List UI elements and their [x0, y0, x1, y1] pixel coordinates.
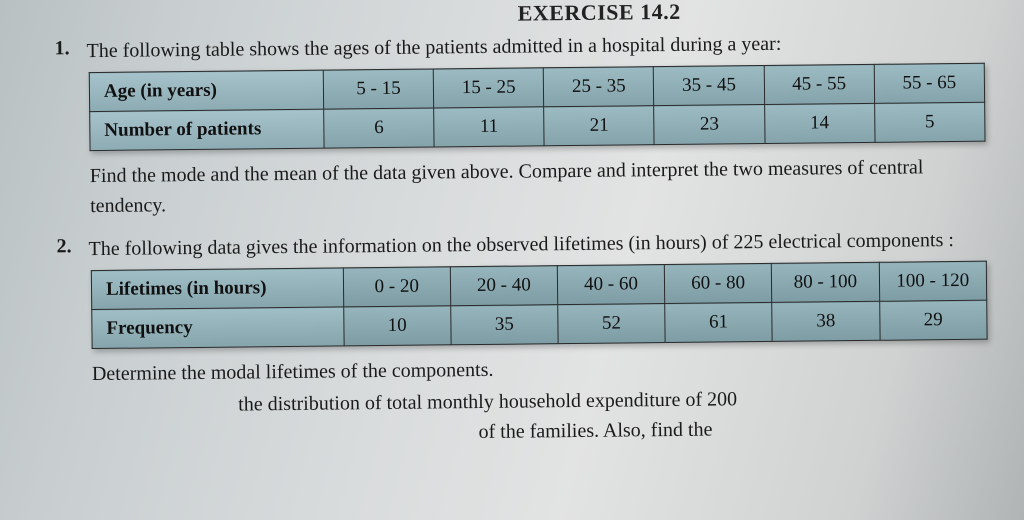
q2-intro: The following data gives the information… — [88, 226, 954, 264]
cell: 38 — [772, 301, 880, 341]
cell: 23 — [654, 105, 765, 145]
exercise-heading: EXERCISE 14.2 — [214, 0, 984, 30]
cell: 21 — [544, 106, 655, 146]
cell: 6 — [324, 108, 435, 148]
row-label: Frequency — [92, 307, 344, 349]
cell: 40 - 60 — [557, 265, 665, 305]
q1-table: Age (in years) 5 - 15 15 - 25 25 - 35 35… — [89, 63, 986, 151]
row-label: Lifetimes (in hours) — [91, 268, 343, 310]
page-scan: EXERCISE 14.2 1. The following table sho… — [0, 0, 1024, 452]
cell: 11 — [434, 107, 545, 147]
cell: 61 — [665, 302, 773, 342]
cell: 35 — [451, 305, 559, 345]
cell: 60 - 80 — [664, 263, 772, 303]
cutoff-line-2: of the families. Also, find the — [478, 412, 988, 447]
cell: 20 - 40 — [450, 266, 558, 306]
cell: 5 — [874, 102, 985, 142]
question-2: 2. The following data gives the informat… — [56, 226, 986, 265]
cell: 45 - 55 — [764, 64, 875, 104]
row-label: Age (in years) — [89, 70, 323, 111]
cell: 100 - 120 — [879, 261, 987, 301]
q1-number: 1. — [54, 37, 76, 66]
cell: 25 - 35 — [544, 67, 655, 107]
cell: 14 — [764, 103, 875, 143]
table-row: Number of patients 6 11 21 23 14 5 — [90, 102, 985, 150]
cell: 80 - 100 — [772, 262, 880, 302]
cell: 52 — [558, 304, 666, 344]
cell: 55 - 65 — [874, 63, 985, 103]
cell: 29 — [879, 300, 987, 340]
q2-table: Lifetimes (in hours) 0 - 20 20 - 40 40 -… — [91, 261, 988, 349]
table-row: Frequency 10 35 52 61 38 29 — [92, 300, 987, 348]
q2-number: 2. — [56, 235, 78, 264]
cell: 35 - 45 — [654, 66, 765, 106]
cell: 10 — [343, 306, 451, 346]
cell: 0 - 20 — [343, 267, 451, 307]
question-1: 1. The following table shows the ages of… — [54, 28, 984, 67]
q1-intro: The following table shows the ages of th… — [86, 30, 781, 66]
q1-instruction: Find the mode and the mean of the data g… — [90, 152, 987, 221]
cell: 5 - 15 — [323, 69, 434, 109]
row-label: Number of patients — [90, 109, 324, 150]
cell: 15 - 25 — [433, 68, 544, 108]
